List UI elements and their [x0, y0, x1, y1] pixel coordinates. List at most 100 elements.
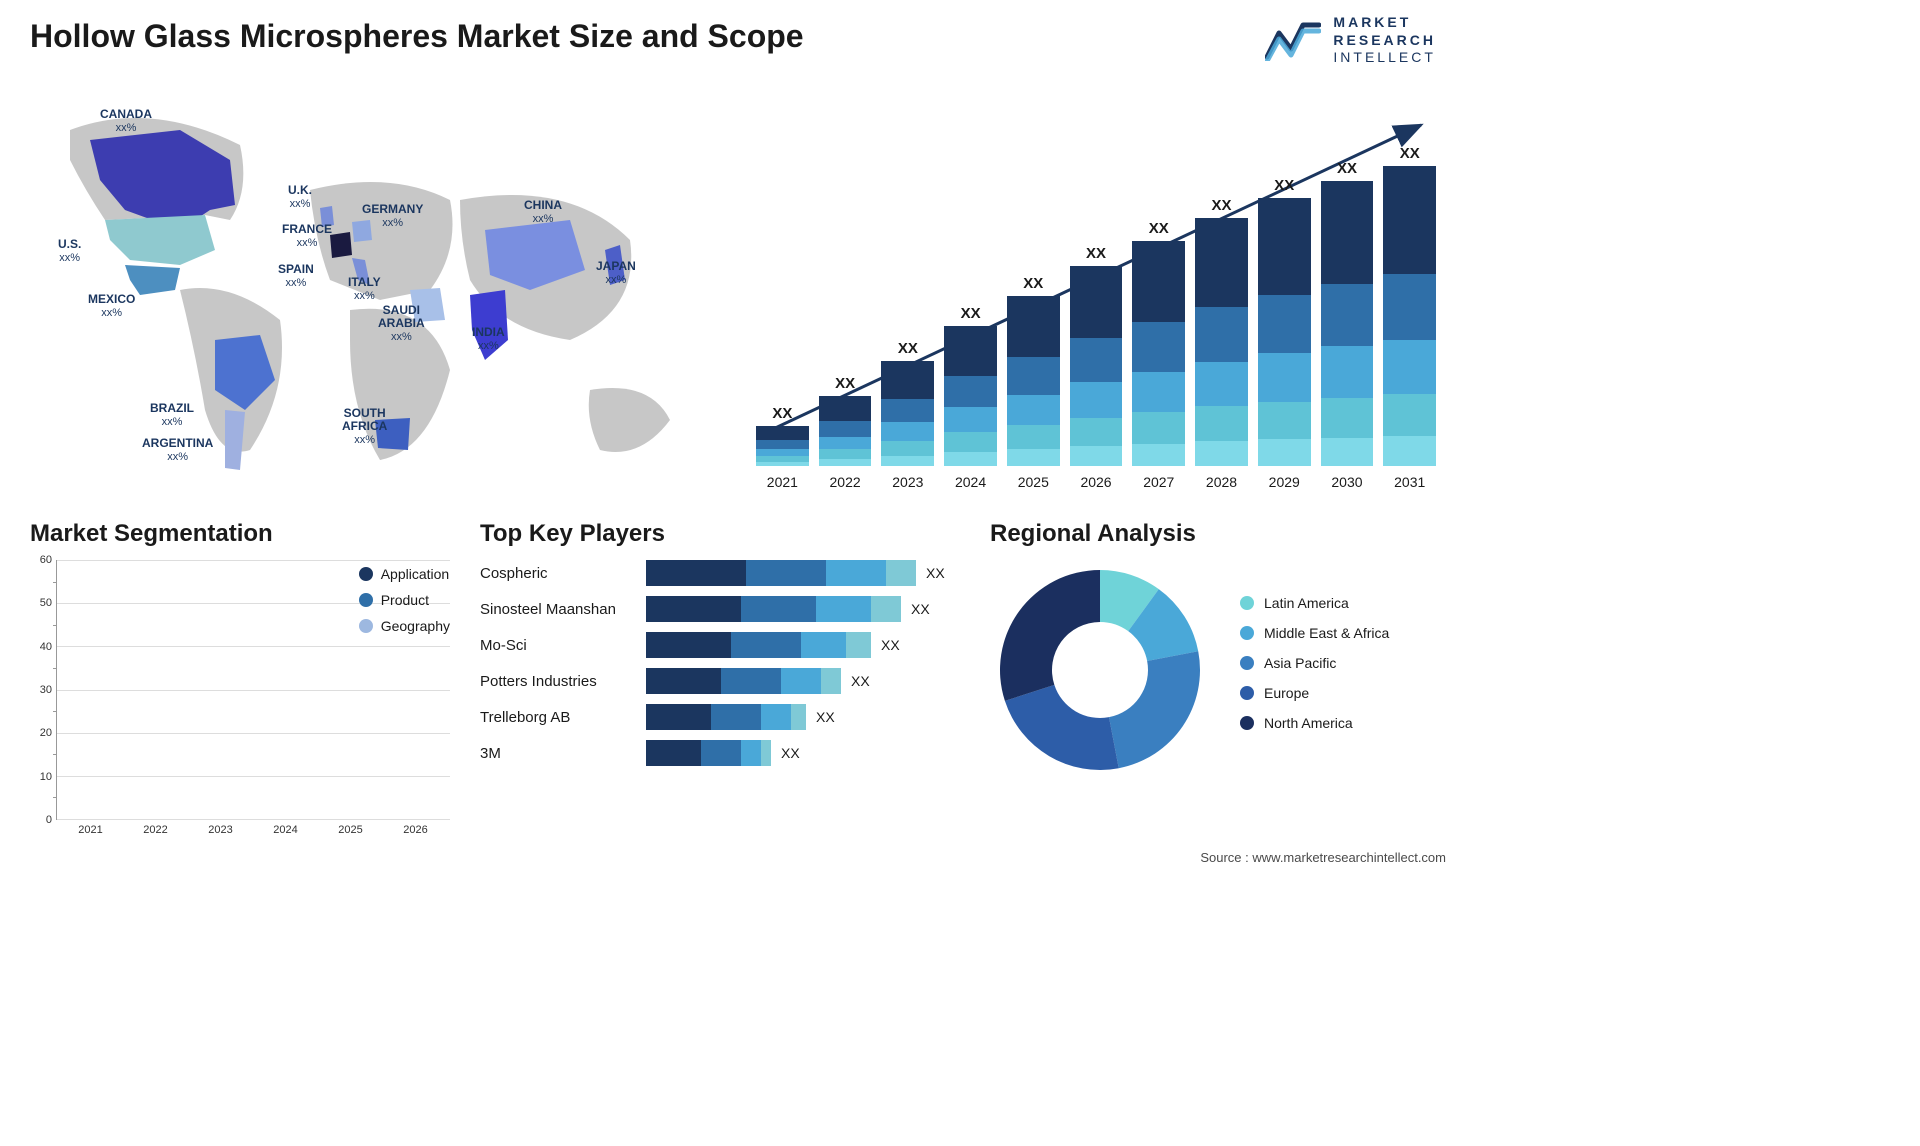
growth-bar-chart: XX XX XX XX XX XX XX XX XX XX XX 2021 2022 2023 2024 2…	[756, 100, 1436, 490]
growth-xtick: 2028	[1195, 474, 1248, 490]
player-value: XX	[781, 745, 800, 761]
seg-ytick: 0	[46, 814, 52, 826]
growth-bar-value: XX	[1274, 177, 1294, 194]
player-name: Trelleborg AB	[480, 709, 630, 726]
growth-bar: XX	[1383, 145, 1436, 466]
player-name: Mo-Sci	[480, 637, 630, 654]
region-legend-item: Middle East & Africa	[1240, 625, 1389, 641]
seg-xtick: 2026	[389, 824, 442, 836]
growth-bar: XX	[944, 305, 997, 466]
seg-ytick: 20	[40, 727, 52, 739]
segmentation-legend: Application Product Geography	[359, 566, 450, 644]
growth-bar: XX	[819, 375, 872, 466]
seg-ytick: 60	[40, 554, 52, 566]
map-label: BRAZILxx%	[150, 402, 194, 428]
region-legend-item: North America	[1240, 715, 1389, 731]
growth-bar: XX	[881, 340, 934, 466]
player-row: Mo-Sci XX	[480, 632, 960, 658]
seg-xtick: 2021	[64, 824, 117, 836]
region-legend-item: Latin America	[1240, 595, 1389, 611]
map-region-france	[330, 232, 352, 258]
donut-slice	[1109, 651, 1200, 768]
regional-legend: Latin AmericaMiddle East & AfricaAsia Pa…	[1240, 595, 1389, 745]
map-region-usa	[105, 215, 215, 265]
growth-xtick: 2022	[819, 474, 872, 490]
map-label: CHINAxx%	[524, 199, 562, 225]
growth-bar: XX	[1321, 160, 1374, 466]
growth-bar-value: XX	[961, 305, 981, 322]
growth-bar: XX	[756, 405, 809, 466]
player-name: 3M	[480, 745, 630, 762]
seg-ytick: 30	[40, 684, 52, 696]
growth-bar: XX	[1258, 177, 1311, 466]
growth-xtick: 2027	[1132, 474, 1185, 490]
seg-xtick: 2024	[259, 824, 312, 836]
regional-donut-chart	[990, 560, 1210, 780]
growth-bar-value: XX	[835, 375, 855, 392]
player-name: Potters Industries	[480, 673, 630, 690]
map-label: FRANCExx%	[282, 223, 332, 249]
player-name: Cospheric	[480, 565, 630, 582]
growth-bar-value: XX	[1086, 245, 1106, 262]
regional-section: Regional Analysis Latin America Middle Ea…	[990, 520, 1436, 835]
growth-bar: XX	[1132, 220, 1185, 466]
player-value: XX	[851, 673, 870, 689]
player-value: XX	[881, 637, 900, 653]
growth-xtick: 2025	[1007, 474, 1060, 490]
player-row: Trelleborg AB XX	[480, 704, 960, 730]
map-label: SAUDIARABIAxx%	[378, 304, 425, 344]
growth-xtick: 2031	[1383, 474, 1436, 490]
seg-legend-item: Application	[359, 566, 450, 582]
regional-title: Regional Analysis	[990, 520, 1436, 548]
key-players-title: Top Key Players	[480, 520, 960, 548]
map-label: INDIAxx%	[472, 326, 505, 352]
player-name: Sinosteel Maanshan	[480, 601, 630, 618]
seg-xtick: 2022	[129, 824, 182, 836]
growth-xtick: 2026	[1070, 474, 1123, 490]
seg-legend-item: Geography	[359, 618, 450, 634]
segmentation-title: Market Segmentation	[30, 520, 450, 548]
growth-bar-value: XX	[1149, 220, 1169, 237]
seg-ytick: 50	[40, 597, 52, 609]
player-row: 3M XX	[480, 740, 960, 766]
map-label: U.K.xx%	[288, 184, 312, 210]
growth-bar-value: XX	[1337, 160, 1357, 177]
map-label: CANADAxx%	[100, 108, 152, 134]
donut-slice	[1005, 685, 1119, 770]
seg-ytick: 40	[40, 641, 52, 653]
donut-slice	[1000, 570, 1100, 701]
growth-xtick: 2030	[1321, 474, 1374, 490]
growth-xtick: 2024	[944, 474, 997, 490]
growth-xtick: 2029	[1258, 474, 1311, 490]
map-region-argentina	[225, 410, 245, 470]
growth-bar-value: XX	[1212, 197, 1232, 214]
map-label: GERMANYxx%	[362, 203, 423, 229]
segmentation-section: Market Segmentation 0102030405060 202120…	[30, 520, 450, 835]
map-label: U.S.xx%	[58, 238, 81, 264]
growth-bar: XX	[1007, 275, 1060, 466]
growth-bar-value: XX	[1400, 145, 1420, 162]
growth-bar-value: XX	[1023, 275, 1043, 292]
player-value: XX	[911, 601, 930, 617]
growth-bar-value: XX	[898, 340, 918, 357]
map-label: SPAINxx%	[278, 263, 314, 289]
world-map: CANADAxx% U.S.xx% MEXICOxx% BRAZILxx% ARGENT…	[30, 90, 710, 490]
map-label: ARGENTINAxx%	[142, 437, 213, 463]
map-label: ITALYxx%	[348, 276, 381, 302]
key-players-section: Top Key Players Cospheric XX Sinosteel Maa…	[480, 520, 960, 835]
seg-xtick: 2025	[324, 824, 377, 836]
growth-xtick: 2021	[756, 474, 809, 490]
page-title: Hollow Glass Microspheres Market Size an…	[30, 18, 804, 55]
growth-bar-value: XX	[772, 405, 792, 422]
source-attribution: Source : www.marketresearchintellect.com	[1200, 850, 1446, 865]
seg-legend-item: Product	[359, 592, 450, 608]
growth-bar: XX	[1195, 197, 1248, 466]
growth-bar: XX	[1070, 245, 1123, 466]
logo-bars-icon	[1265, 19, 1321, 61]
growth-xtick: 2023	[881, 474, 934, 490]
map-label: MEXICOxx%	[88, 293, 135, 319]
map-label: JAPANxx%	[596, 260, 636, 286]
map-region-mexico	[125, 265, 180, 295]
region-legend-item: Europe	[1240, 685, 1389, 701]
player-value: XX	[816, 709, 835, 725]
